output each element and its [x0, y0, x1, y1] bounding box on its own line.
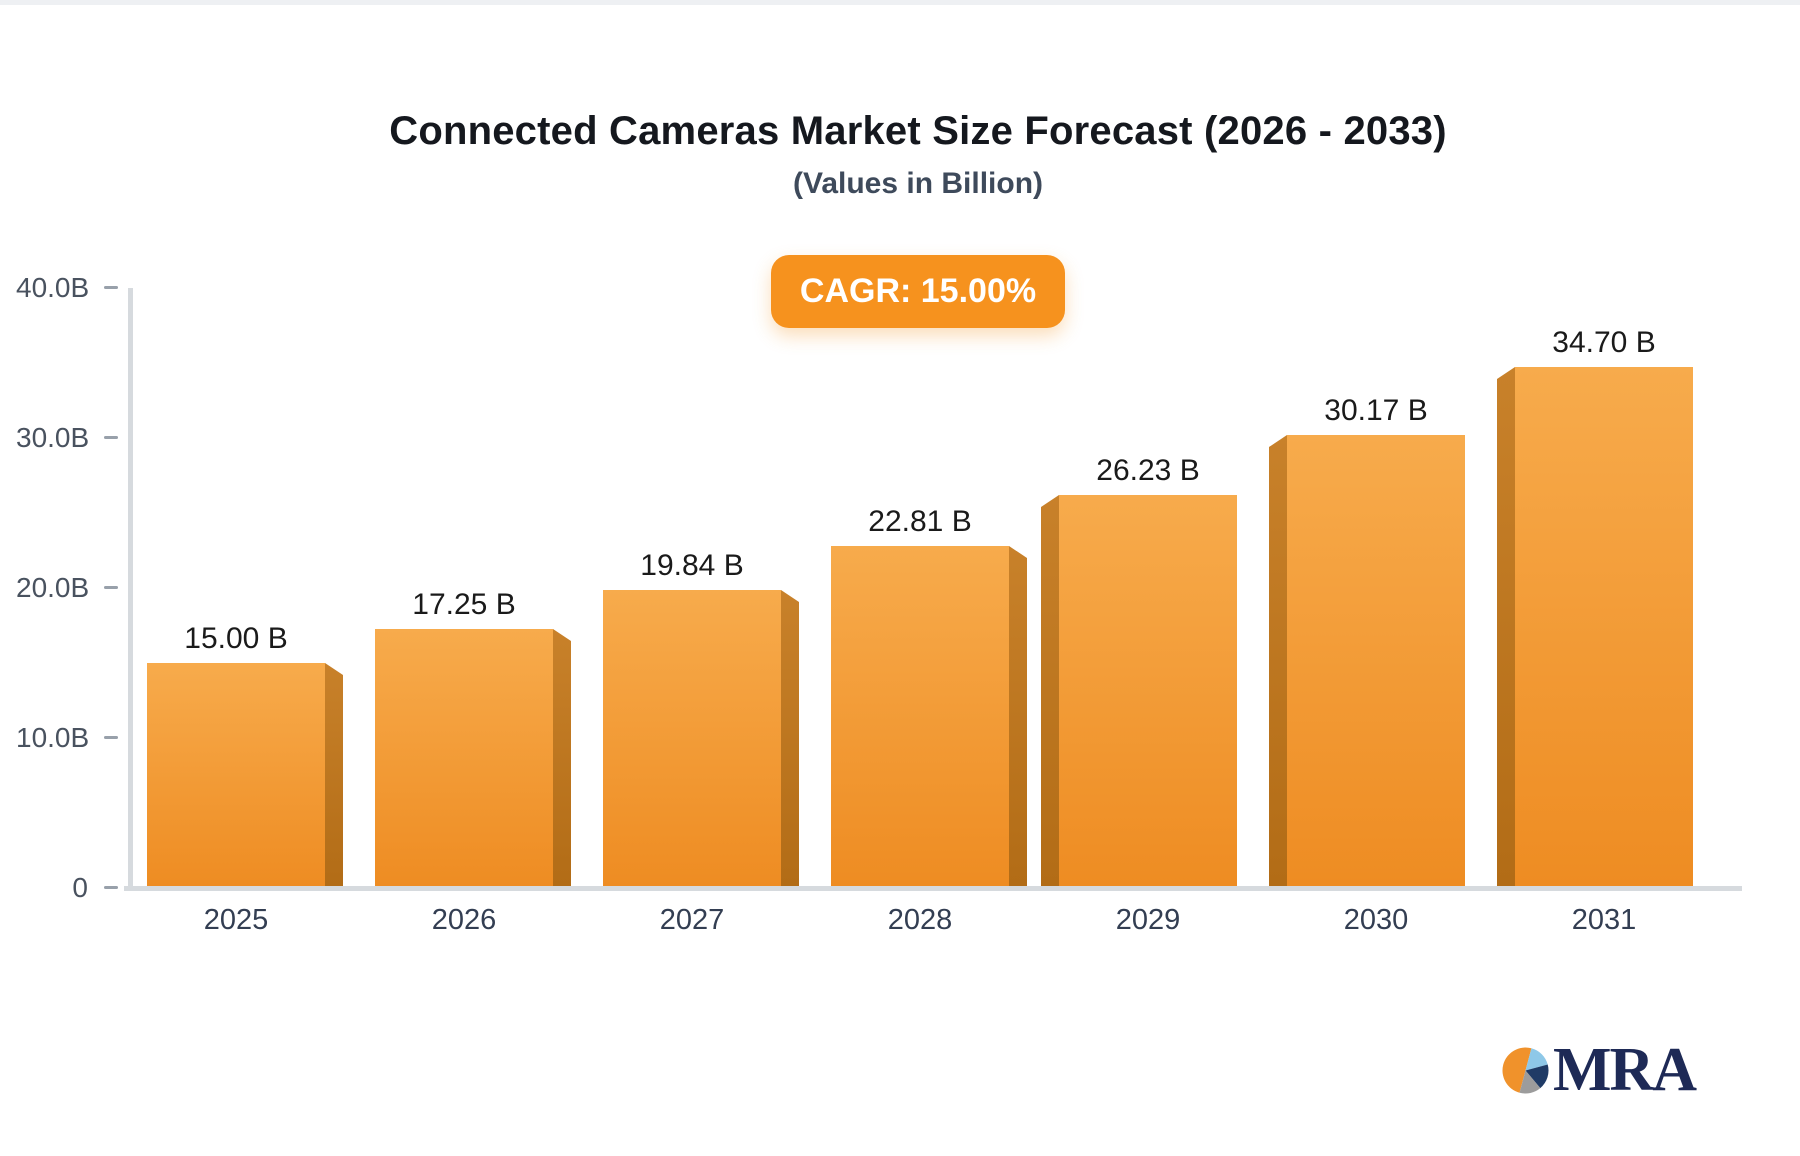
- bar-value-label: 19.84 B: [640, 549, 744, 582]
- bar-value-label: 34.70 B: [1552, 326, 1656, 359]
- bar-value-label: 30.17 B: [1324, 394, 1428, 427]
- x-axis-line: [124, 886, 1742, 891]
- brand-logo: MRA: [1502, 1036, 1697, 1104]
- bar-value-label: 26.23 B: [1096, 454, 1200, 487]
- bar-2028: [831, 546, 1027, 888]
- y-tick-label: 0: [72, 872, 88, 903]
- page-top-edge: [0, 0, 1800, 5]
- bar-side: [1041, 495, 1059, 888]
- x-category-label: 2031: [1571, 904, 1637, 936]
- y-tick-dash: [104, 886, 118, 889]
- badge-row: CAGR: 15.00%: [36, 255, 1800, 328]
- x-category-label: 2025: [203, 904, 269, 936]
- bar-2026: [375, 629, 571, 888]
- bar-face: [147, 663, 325, 888]
- y-tick-dash: [104, 586, 118, 589]
- bar-side: [1497, 367, 1515, 888]
- bar-value-label: 15.00 B: [184, 622, 288, 655]
- x-category-label: 2028: [887, 904, 953, 936]
- y-axis-line: [128, 288, 133, 891]
- bar-face: [831, 546, 1009, 888]
- bar-2025: [147, 663, 343, 888]
- y-tick-dash: [104, 286, 118, 289]
- bar-face: [1515, 367, 1693, 888]
- x-category-label: 2026: [431, 904, 497, 936]
- y-tick-dash: [104, 436, 118, 439]
- x-category-label: 2030: [1343, 904, 1409, 936]
- logo-text: MRA: [1553, 1036, 1697, 1104]
- cagr-badge: CAGR: 15.00%: [771, 255, 1065, 328]
- bar-side: [781, 590, 799, 888]
- bar-2030: [1269, 435, 1465, 888]
- bar-2029: [1041, 495, 1237, 888]
- chart-header: Connected Cameras Market Size Forecast (…: [36, 108, 1800, 202]
- bar-2031: [1497, 367, 1693, 888]
- bar-side: [553, 629, 571, 888]
- bar-value-label: 22.81 B: [868, 505, 972, 538]
- bar-face: [1059, 495, 1237, 888]
- logo-pie-icon: [1502, 1046, 1549, 1094]
- bar-side: [325, 663, 343, 888]
- y-tick-label: 10.0B: [16, 722, 90, 753]
- bar-face: [375, 629, 553, 888]
- bar-side: [1269, 435, 1287, 888]
- y-tick-label: 30.0B: [16, 422, 90, 453]
- bar-face: [603, 590, 781, 888]
- y-tick-label: 20.0B: [16, 572, 90, 603]
- bar-face: [1287, 435, 1465, 888]
- y-tick-dash: [104, 736, 118, 739]
- chart-subtitle: (Values in Billion): [792, 167, 1044, 200]
- chart-title: Connected Cameras Market Size Forecast (…: [389, 109, 1447, 153]
- x-category-label: 2027: [659, 904, 725, 936]
- y-tick-label: 40.0B: [16, 272, 90, 303]
- bar-value-label: 17.25 B: [412, 588, 516, 621]
- bar-2027: [603, 590, 799, 888]
- x-category-label: 2029: [1115, 904, 1181, 936]
- bar-side: [1009, 546, 1027, 888]
